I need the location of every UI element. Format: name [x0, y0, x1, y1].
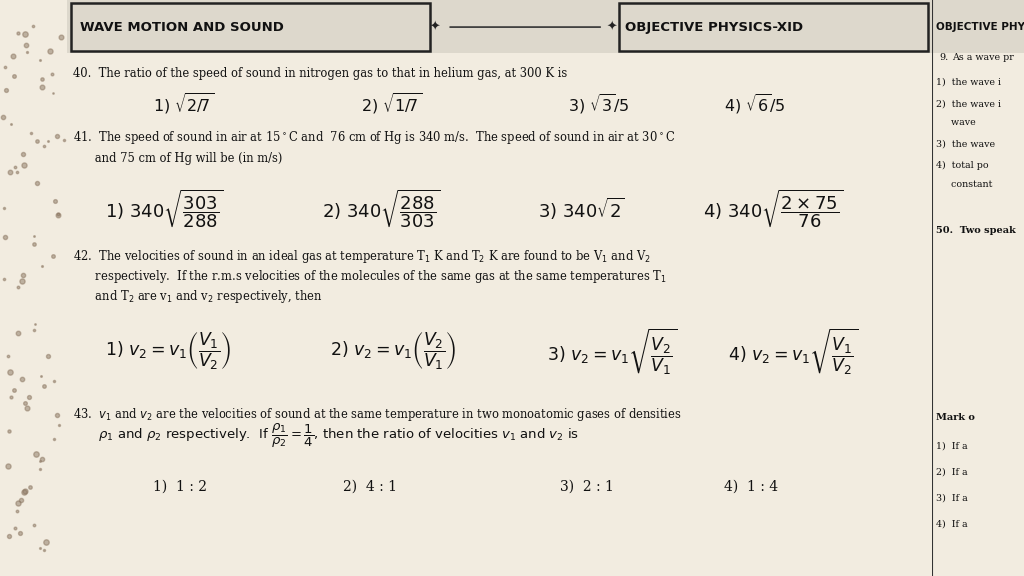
Text: 2) $340\sqrt{\dfrac{288}{303}}$: 2) $340\sqrt{\dfrac{288}{303}}$ — [322, 187, 440, 230]
Text: 3) $\sqrt{3}/5$: 3) $\sqrt{3}/5$ — [568, 92, 630, 116]
Text: ✦: ✦ — [606, 21, 616, 33]
Text: 1) $340\sqrt{\dfrac{303}{288}}$: 1) $340\sqrt{\dfrac{303}{288}}$ — [105, 187, 224, 230]
Text: 2) $v_2 = v_1\left(\dfrac{V_2}{V_1}\right)$: 2) $v_2 = v_1\left(\dfrac{V_2}{V_1}\righ… — [331, 331, 457, 372]
Text: 41.  The speed of sound in air at 15$^\circ$C and  76 cm of Hg is 340 m/s.  The : 41. The speed of sound in air at 15$^\ci… — [74, 128, 676, 146]
Text: OBJECTIVE PHYSICS-XID: OBJECTIVE PHYSICS-XID — [625, 21, 803, 33]
Text: 1)  1 : 2: 1) 1 : 2 — [154, 480, 207, 494]
Text: 4) $v_2 = v_1\sqrt{\dfrac{V_1}{V_2}}$: 4) $v_2 = v_1\sqrt{\dfrac{V_1}{V_2}}$ — [728, 326, 859, 377]
Bar — [67, 0, 932, 53]
Text: and 75 cm of Hg will be (in m/s): and 75 cm of Hg will be (in m/s) — [74, 152, 283, 165]
Text: 3) $v_2 = v_1\sqrt{\dfrac{V_2}{V_1}}$: 3) $v_2 = v_1\sqrt{\dfrac{V_2}{V_1}}$ — [547, 326, 677, 377]
Text: OBJECTIVE PHY: OBJECTIVE PHY — [936, 22, 1024, 32]
Text: 1)  If a: 1) If a — [936, 442, 968, 451]
Text: 1)  the wave i: 1) the wave i — [936, 77, 1001, 86]
Text: wave: wave — [936, 118, 976, 127]
FancyBboxPatch shape — [618, 3, 928, 51]
Text: constant: constant — [936, 180, 993, 189]
Text: 2)  If a: 2) If a — [936, 468, 968, 477]
Text: 9.: 9. — [939, 53, 948, 62]
Text: 42.  The velocities of sound in an ideal gas at temperature T$_1$ K and T$_2$ K : 42. The velocities of sound in an ideal … — [74, 248, 651, 265]
Text: 50.  Two speak: 50. Two speak — [936, 226, 1016, 235]
Text: 3)  the wave: 3) the wave — [936, 139, 995, 149]
Text: 2)  the wave i: 2) the wave i — [936, 99, 1001, 108]
Text: 4)  1 : 4: 4) 1 : 4 — [724, 480, 778, 494]
Text: ✦: ✦ — [430, 21, 440, 33]
Text: 3)  If a: 3) If a — [936, 494, 969, 503]
Text: Mark o: Mark o — [936, 413, 975, 422]
Text: 4) $340\sqrt{\dfrac{2\times 75}{76}}$: 4) $340\sqrt{\dfrac{2\times 75}{76}}$ — [702, 187, 843, 230]
Text: 2) $\sqrt{1/7}$: 2) $\sqrt{1/7}$ — [360, 91, 422, 116]
Text: 1) $v_2 = v_1\left(\dfrac{V_1}{V_2}\right)$: 1) $v_2 = v_1\left(\dfrac{V_1}{V_2}\righ… — [105, 331, 231, 372]
Text: 2)  4 : 1: 2) 4 : 1 — [343, 480, 397, 494]
Text: $\rho_1$ and $\rho_2$ respectively.  If $\dfrac{\rho_1}{\rho_2} = \dfrac{1}{4}$,: $\rho_1$ and $\rho_2$ respectively. If $… — [74, 422, 580, 450]
Text: 1) $\sqrt{2/7}$: 1) $\sqrt{2/7}$ — [154, 91, 214, 116]
Text: 4) $\sqrt{6}/5$: 4) $\sqrt{6}/5$ — [724, 92, 785, 116]
Text: As a wave pr: As a wave pr — [952, 53, 1014, 62]
Text: 43.  $v_1$ and $v_2$ are the velocities of sound at the same temperature in two : 43. $v_1$ and $v_2$ are the velocities o… — [74, 406, 682, 423]
Text: 3)  2 : 1: 3) 2 : 1 — [560, 480, 613, 494]
Text: WAVE MOTION AND SOUND: WAVE MOTION AND SOUND — [80, 21, 284, 33]
FancyBboxPatch shape — [71, 3, 430, 51]
Text: respectively.  If the r.m.s velocities of the molecules of the same gas at the s: respectively. If the r.m.s velocities of… — [74, 268, 668, 285]
Text: 4)  total po: 4) total po — [936, 161, 989, 170]
Text: 40.  The ratio of the speed of sound in nitrogen gas to that in helium gas, at 3: 40. The ratio of the speed of sound in n… — [74, 67, 567, 79]
Bar — [932, 0, 1024, 53]
Text: and T$_2$ are v$_1$ and v$_2$ respectively, then: and T$_2$ are v$_1$ and v$_2$ respective… — [74, 288, 323, 305]
Text: 3) $340\sqrt{2}$: 3) $340\sqrt{2}$ — [539, 195, 625, 222]
Text: 4)  If a: 4) If a — [936, 520, 968, 529]
